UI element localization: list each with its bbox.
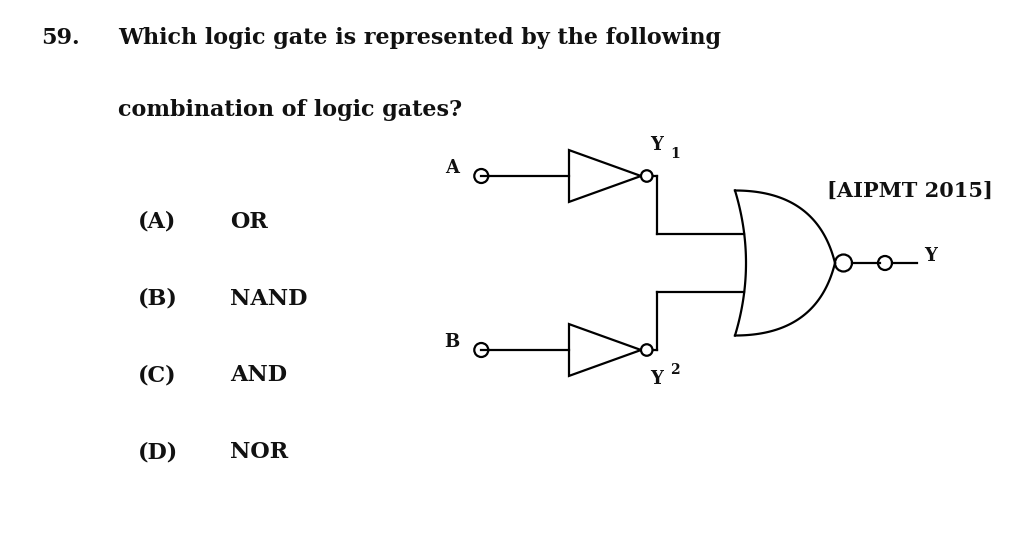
Text: NOR: NOR (230, 441, 289, 463)
Text: NAND: NAND (230, 288, 308, 310)
Text: Which logic gate is represented by the following: Which logic gate is represented by the f… (118, 27, 721, 49)
Text: OR: OR (230, 211, 268, 233)
Text: Y: Y (650, 136, 663, 154)
Text: (D): (D) (138, 441, 178, 463)
Text: 59.: 59. (41, 27, 80, 49)
Text: (C): (C) (138, 364, 177, 386)
Text: combination of logic gates?: combination of logic gates? (118, 99, 462, 121)
Text: (B): (B) (138, 288, 178, 310)
Text: [AIPMT 2015]: [AIPMT 2015] (827, 181, 993, 201)
Text: Y: Y (924, 247, 937, 265)
Text: B: B (444, 333, 460, 351)
Text: 1: 1 (671, 147, 680, 161)
Text: AND: AND (230, 364, 288, 386)
Text: (A): (A) (138, 211, 176, 233)
Text: Y: Y (650, 370, 663, 388)
Text: A: A (445, 159, 460, 177)
Text: 2: 2 (671, 363, 680, 377)
